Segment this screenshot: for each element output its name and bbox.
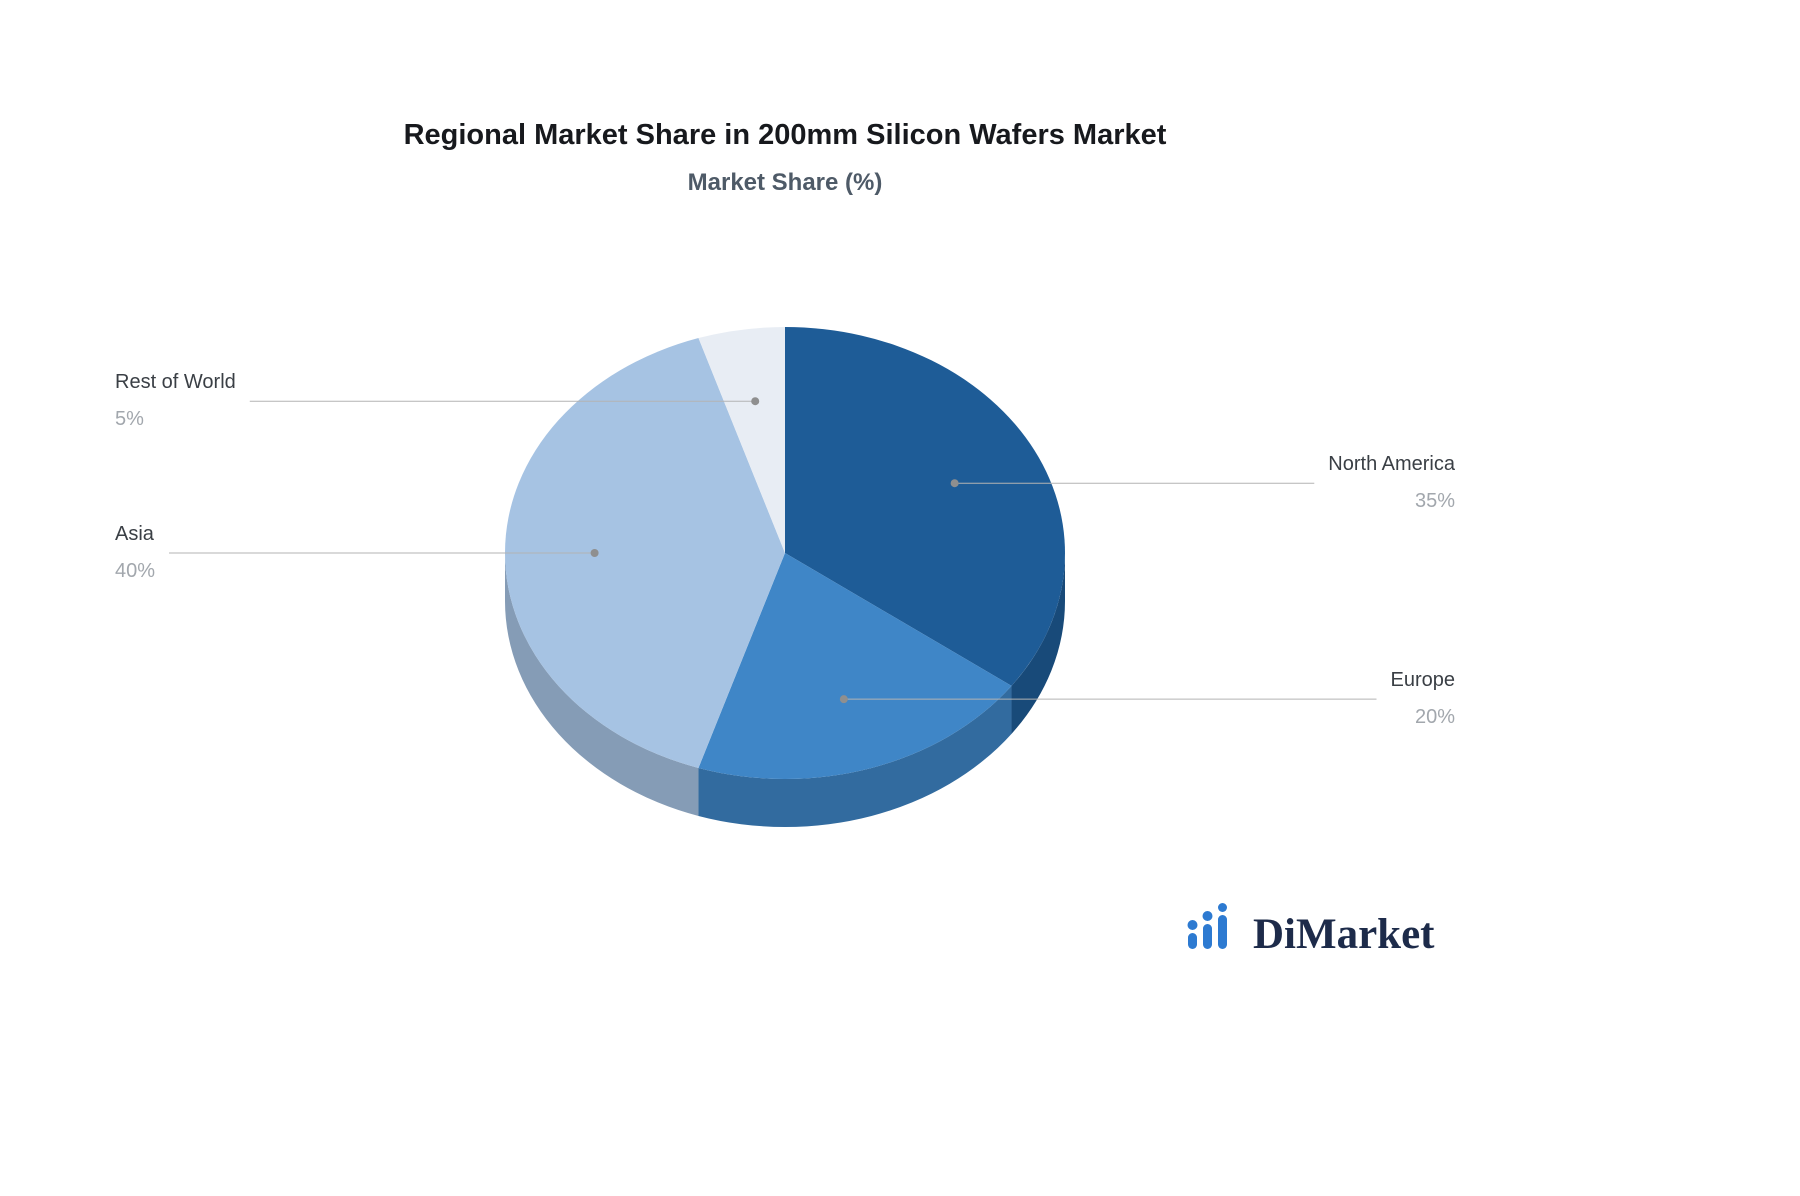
dimarket-logo-icon [1187,903,1227,949]
pie-side-north-america [1011,553,1065,734]
pie-slice-europe [698,553,1012,780]
brand-logo: DiMarket [1186,903,1435,956]
slice-label-value: 5% [115,408,144,431]
pie-side-europe [698,685,1012,828]
pie-side-asia [505,553,699,816]
slice-label-name: Rest of World [115,371,236,394]
chart-subtitle: Market Share (%) [687,169,883,196]
pie-slice-north-america [785,327,1065,686]
slice-label-value: 20% [1414,706,1455,729]
slice-label-value: 40% [115,560,156,582]
slice-label-value: 35% [1414,490,1455,513]
slice-label-asia: Asia 40% [115,524,155,581]
leader-dot-europe [839,695,848,704]
chart-title: Regional Market Share in 200mm Silicon W… [403,119,1167,151]
slice-label-name: Asia [115,523,154,545]
pie-slice-rest-of-world [698,327,785,553]
slice-label-europe: Europe 20% [1391,670,1456,727]
brand-name: DiMarket [1253,911,1435,958]
slice-label-name: Europe [1390,669,1456,692]
pie-slice-asia [504,338,785,768]
slice-label-name: North America [1328,453,1455,476]
slice-label-rest-of-world: Rest of World 5% [115,372,236,429]
leader-dot-north-america [950,479,959,488]
slice-label-north-america: North America 35% [1328,454,1455,511]
leader-dot-rest-of-world [751,397,760,406]
leader-dot-asia [590,549,599,557]
